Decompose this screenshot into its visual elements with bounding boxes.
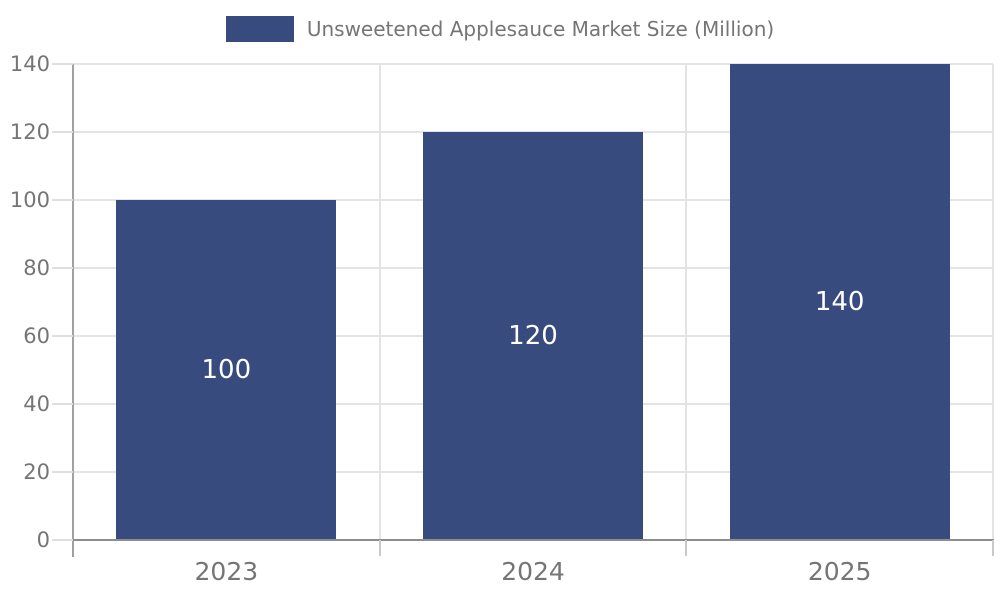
- x-axis-label: 2024: [501, 557, 565, 586]
- v-gridline: [378, 64, 381, 540]
- legend: Unsweetened Applesauce Market Size (Mill…: [0, 16, 1000, 42]
- bar: 140: [729, 64, 950, 540]
- y-axis-label: 20: [23, 460, 50, 484]
- y-axis-tick: [52, 131, 73, 133]
- y-axis-tick: [52, 471, 73, 473]
- y-axis-label: 60: [23, 324, 50, 348]
- x-axis-tick: [685, 540, 688, 556]
- bar-text: 120: [508, 321, 558, 351]
- y-axis-tick: [52, 199, 73, 201]
- x-axis-label: 2025: [807, 557, 872, 586]
- y-axis-tick: [52, 403, 73, 405]
- y-axis-tick: [52, 63, 73, 65]
- x-axis-line: [72, 539, 994, 541]
- y-axis-label: 80: [23, 256, 50, 280]
- x-axis-label: 2023: [194, 557, 259, 586]
- y-axis-label: 120: [9, 120, 50, 144]
- y-axis-label: 140: [9, 52, 50, 76]
- y-axis-tick: [52, 335, 73, 337]
- x-axis-tick: [378, 540, 381, 556]
- y-axis-label: 0: [36, 528, 50, 552]
- bar-text: 140: [814, 287, 865, 317]
- bar: 100: [116, 200, 337, 540]
- y-axis-tick: [52, 539, 73, 541]
- bar-text: 100: [201, 355, 252, 385]
- y-axis-label: 40: [23, 392, 50, 416]
- legend-swatch: [225, 16, 294, 42]
- v-gridline: [992, 64, 994, 540]
- y-axis-tick: [52, 267, 73, 269]
- x-axis-tick: [992, 540, 994, 556]
- y-axis-label: 100: [9, 188, 50, 212]
- h-gridline: [73, 63, 993, 65]
- legend-label: Unsweetened Applesauce Market Size (Mill…: [306, 17, 775, 41]
- y-axis-line: [72, 64, 74, 557]
- bar: 120: [423, 132, 643, 540]
- v-gridline: [685, 64, 688, 540]
